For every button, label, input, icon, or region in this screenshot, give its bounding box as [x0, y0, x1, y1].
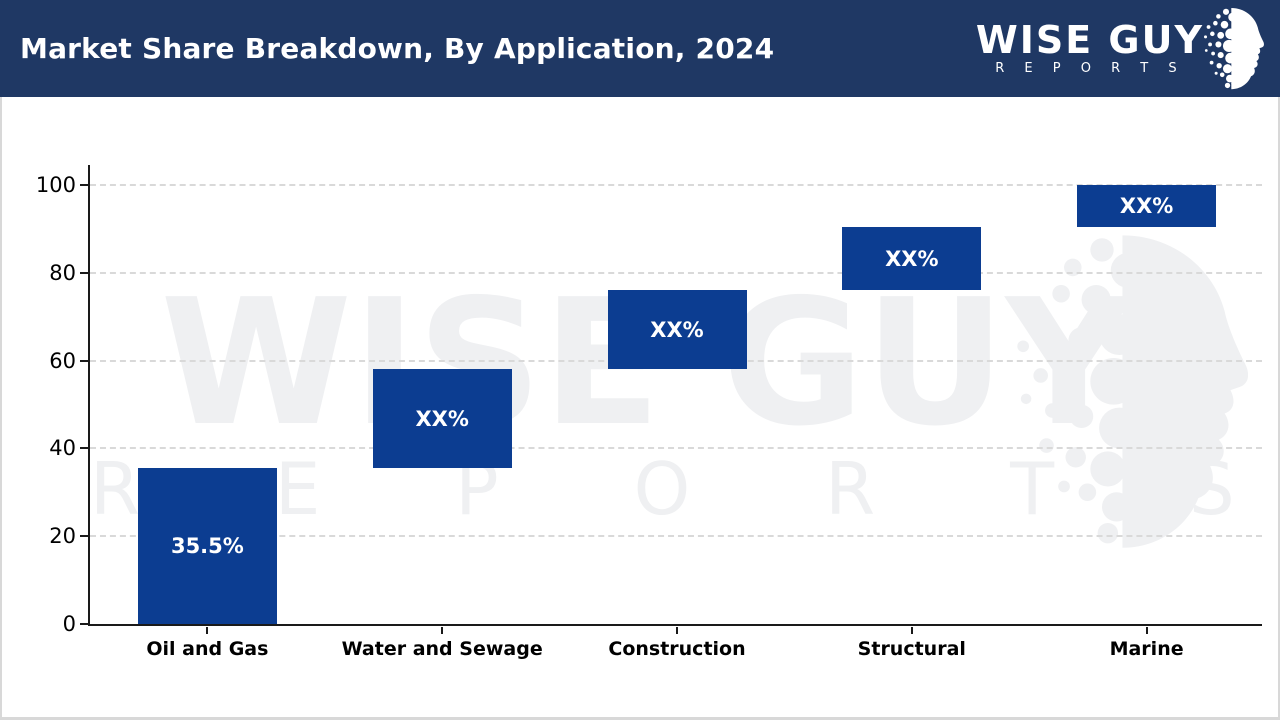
bar-value-label: XX% [885, 246, 939, 271]
x-axis-category-label: Construction [608, 638, 746, 660]
gridline [90, 184, 1262, 186]
wiseguy-logo: WISE GUY R E P O R T S [976, 5, 1264, 93]
y-axis-tick-label: 40 [49, 436, 76, 461]
x-axis-tick [1145, 627, 1148, 634]
y-axis-tick-label: 0 [62, 612, 76, 636]
plot-area: WISE GUY R E P O R T S 0 20 40 60 80 100 35.5%… [36, 165, 1262, 660]
x-axis-tick [676, 627, 678, 634]
x-axis-category-label: Structural [857, 638, 966, 660]
x-axis-category-label: Water and Sewage [341, 638, 543, 660]
gridline [90, 271, 1262, 274]
header-bar: Market Share Breakdown, By Application, … [0, 0, 1280, 97]
y-axis-tick [80, 271, 88, 274]
x-axis-tick [441, 627, 444, 634]
y-axis-tick [80, 447, 88, 450]
page-title: Market Share Breakdown, By Application, … [20, 32, 775, 65]
chart-canvas: WISE GUY R E P O R T S 0 20 40 60 80 100 35.5%… [0, 97, 1280, 720]
bar-value-label: XX% [650, 317, 704, 342]
gridline [90, 535, 1262, 538]
waterfall-bar: XX% [607, 290, 747, 370]
waterfall-bar: XX% [842, 226, 982, 291]
wiseguy-head-icon [1188, 5, 1264, 93]
y-axis-tick-label: 100 [35, 173, 76, 197]
x-axis-tick [206, 627, 209, 634]
gridline [90, 447, 1262, 450]
watermark-head-icon [956, 217, 1248, 569]
x-axis-tick [910, 627, 913, 634]
y-axis-tick-label: 20 [49, 524, 76, 549]
y-axis-tick-label: 80 [49, 260, 76, 285]
bar-value-label: XX% [1119, 193, 1174, 218]
waterfall-bar: XX% [1077, 185, 1217, 227]
bar-value-label: XX% [415, 406, 469, 431]
waterfall-bar: XX% [372, 369, 512, 469]
y-axis-tick [80, 623, 88, 625]
bar-value-label: 35.5% [170, 534, 244, 559]
y-axis-tick [80, 184, 88, 186]
waterfall-bar: 35.5% [137, 468, 277, 624]
x-axis-category-label: Marine [1109, 638, 1184, 660]
x-axis-category-label: Oil and Gas [146, 638, 269, 660]
logo-tagline: R E P O R T S [995, 61, 1185, 77]
y-axis-tick [80, 359, 88, 362]
logo-name: WISE GUY [975, 17, 1204, 62]
y-axis-tick [80, 535, 88, 538]
y-axis-tick-label: 60 [49, 348, 76, 373]
logo-text: WISE GUY R E P O R T S [975, 17, 1204, 77]
